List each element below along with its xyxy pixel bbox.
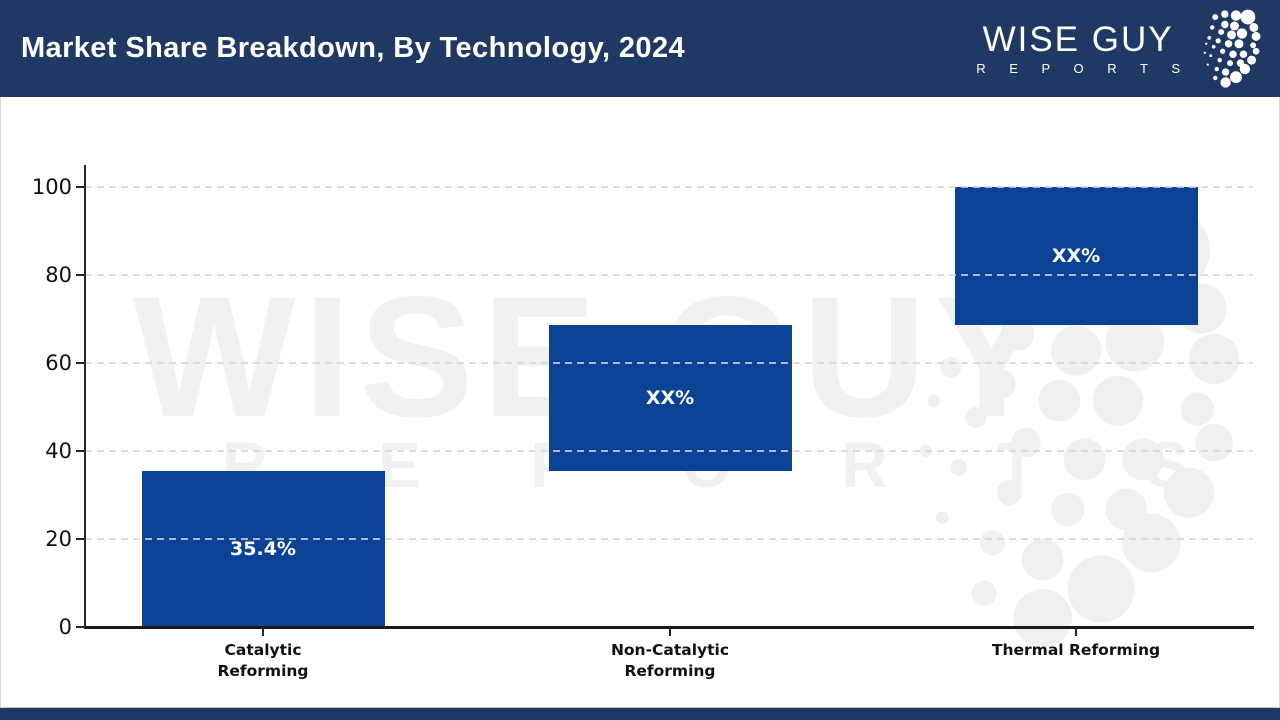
y-tick-label-100: 100: [31, 175, 72, 199]
y-tick-label-60: 60: [45, 351, 72, 375]
x-tick-2: [669, 627, 671, 636]
y-tick-0: [76, 626, 85, 628]
logo-text: WISE GUY R E P O R T S: [966, 19, 1190, 76]
x-category-label-1: Catalytic Reforming: [143, 640, 383, 682]
y-tick-60: [76, 362, 85, 364]
y-tick-label-20: 20: [45, 527, 72, 551]
y-tick-80: [76, 274, 85, 276]
x-tick-3: [1075, 627, 1077, 636]
gridline-80: [85, 274, 1253, 276]
footer-band: [0, 708, 1280, 720]
footer-divider-line: [0, 707, 1280, 708]
y-tick-20: [76, 538, 85, 540]
y-tick-label-80: 80: [45, 263, 72, 287]
y-tick-40: [76, 450, 85, 452]
bar-2: [548, 324, 792, 472]
y-tick-label-40: 40: [45, 439, 72, 463]
header-band: Market Share Breakdown, By Technology, 2…: [0, 0, 1280, 97]
y-axis-line: [84, 165, 86, 628]
x-category-line: Catalytic: [224, 641, 302, 659]
logo-wise-guy: WISE GUY: [982, 19, 1174, 59]
bar-value-label-2: XX%: [645, 386, 695, 409]
gridline-20: [85, 538, 1253, 540]
gridline-60: [85, 362, 1253, 364]
logo-head-icon: [1203, 9, 1261, 88]
x-category-line: Non-Catalytic: [610, 641, 730, 659]
x-category-line: Reforming: [624, 662, 716, 680]
x-category-line: Reforming: [217, 662, 309, 680]
bar-1: [141, 471, 385, 627]
y-tick-100: [76, 186, 85, 188]
chart-title: Market Share Breakdown, By Technology, 2…: [21, 32, 686, 64]
wise-guy-reports-logo: WISE GUY R E P O R T S: [966, 6, 1280, 92]
y-tick-label-0: 0: [58, 615, 72, 639]
x-category-label-2: Non-Catalytic Reforming: [550, 640, 790, 682]
gridline-100: [85, 186, 1253, 188]
x-category-line: Thermal Reforming: [991, 641, 1161, 659]
x-category-label-3: Thermal Reforming: [956, 640, 1196, 661]
gridline-40: [85, 450, 1253, 452]
bar-value-label-1: 35.4%: [230, 538, 296, 561]
bar-value-label-3: XX%: [1051, 244, 1101, 267]
logo-reports: R E P O R T S: [976, 60, 1190, 76]
bar-3: [954, 187, 1198, 325]
x-tick-1: [262, 627, 264, 636]
